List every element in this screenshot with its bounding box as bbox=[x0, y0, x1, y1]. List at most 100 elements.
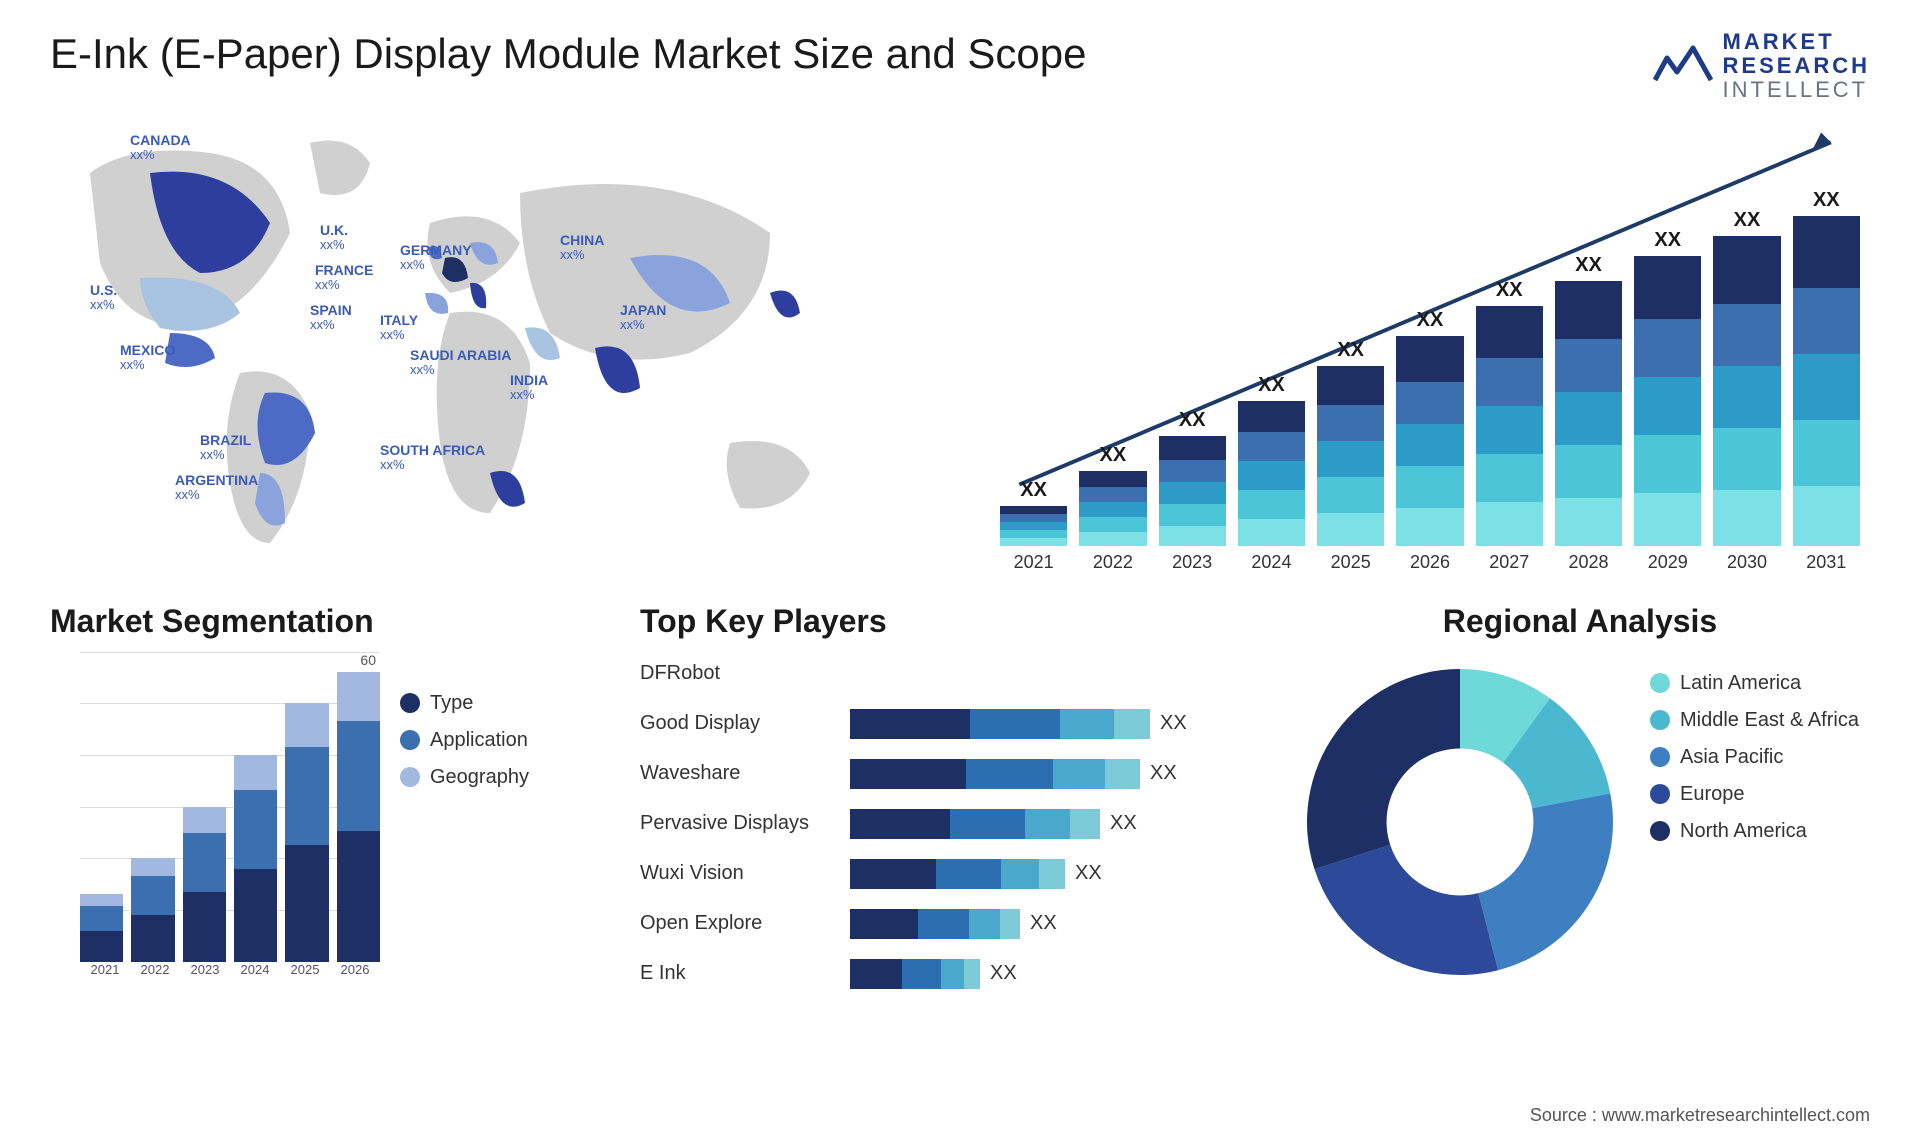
seg-year-label: 2023 bbox=[180, 962, 230, 992]
legend-item-geography: Geography bbox=[400, 766, 610, 789]
map-label-france: FRANCExx% bbox=[315, 263, 373, 293]
players-title: Top Key Players bbox=[640, 603, 1260, 640]
bar-value-label: XX bbox=[1258, 374, 1285, 397]
legend-label: Middle East & Africa bbox=[1680, 709, 1859, 732]
donut-slice-asia-pacific bbox=[1478, 793, 1613, 970]
seg-year-label: 2026 bbox=[330, 962, 380, 992]
legend-label: North America bbox=[1680, 820, 1807, 843]
seg-year-label: 2022 bbox=[130, 962, 180, 992]
bar-year-label: 2026 bbox=[1410, 552, 1450, 573]
player-row-wuxi-vision: Wuxi VisionXX bbox=[640, 852, 1260, 896]
bar-year-label: 2022 bbox=[1093, 552, 1133, 573]
main-bar-2031: XX 2031 bbox=[1793, 189, 1860, 573]
segmentation-panel: Market Segmentation 10203040506020212022… bbox=[50, 603, 610, 1033]
bar-year-label: 2024 bbox=[1251, 552, 1291, 573]
player-bar bbox=[850, 959, 980, 989]
bar-value-label: XX bbox=[1575, 254, 1602, 277]
region-legend-latin-america: Latin America bbox=[1650, 672, 1870, 695]
players-panel: Top Key Players DFRobot Good DisplayXX Wav… bbox=[640, 603, 1260, 1033]
map-label-argentina: ARGENTINAxx% bbox=[175, 473, 258, 503]
map-label-china: CHINAxx% bbox=[560, 233, 604, 263]
bar-value-label: XX bbox=[1417, 309, 1444, 332]
main-bar-2026: XX 2026 bbox=[1396, 309, 1463, 573]
map-label-italy: ITALYxx% bbox=[380, 313, 418, 343]
player-row-waveshare: Waveshare XX bbox=[640, 752, 1260, 796]
map-label-saudi-arabia: SAUDI ARABIAxx% bbox=[410, 348, 511, 378]
legend-dot-icon bbox=[400, 767, 420, 787]
logo-line-2: RESEARCH bbox=[1723, 54, 1870, 78]
player-bar bbox=[850, 909, 1020, 939]
map-label-spain: SPAINxx% bbox=[310, 303, 352, 333]
player-name: DFRobot bbox=[640, 662, 850, 685]
map-label-japan: JAPANxx% bbox=[620, 303, 666, 333]
logo-peaks-icon bbox=[1653, 44, 1713, 89]
legend-dot-icon bbox=[1650, 710, 1670, 730]
legend-label: Application bbox=[430, 729, 528, 752]
seg-bar-2022 bbox=[131, 858, 174, 961]
bar-year-label: 2030 bbox=[1727, 552, 1767, 573]
player-row-good-display: Good DisplayXX bbox=[640, 702, 1260, 746]
logo-line-3: INTELLECT bbox=[1723, 78, 1870, 102]
player-row-dfrobot: DFRobot bbox=[640, 652, 1260, 696]
main-bar-2028: XX 2028 bbox=[1555, 254, 1622, 573]
seg-bar-2023 bbox=[183, 807, 226, 962]
seg-year-label: 2025 bbox=[280, 962, 330, 992]
seg-bar-2026 bbox=[337, 672, 380, 961]
player-name: Open Explore bbox=[640, 912, 850, 935]
seg-bar-2021 bbox=[80, 894, 123, 961]
region-legend-asia-pacific: Asia Pacific bbox=[1650, 746, 1870, 769]
player-value: XX bbox=[1075, 862, 1102, 885]
legend-dot-icon bbox=[1650, 673, 1670, 693]
main-bar-2024: XX 2024 bbox=[1238, 374, 1305, 573]
player-bar bbox=[850, 759, 1140, 789]
region-legend-europe: Europe bbox=[1650, 783, 1870, 806]
legend-label: Geography bbox=[430, 766, 529, 789]
map-label-germany: GERMANYxx% bbox=[400, 243, 472, 273]
logo-line-1: MARKET bbox=[1723, 30, 1870, 54]
legend-label: Asia Pacific bbox=[1680, 746, 1783, 769]
player-bar bbox=[850, 809, 1100, 839]
player-name: Pervasive Displays bbox=[640, 812, 850, 835]
world-map bbox=[50, 113, 950, 573]
player-value: XX bbox=[990, 962, 1017, 985]
regional-panel: Regional Analysis Latin America Middle Ea… bbox=[1290, 603, 1870, 1033]
legend-dot-icon bbox=[1650, 747, 1670, 767]
main-bar-2021: XX2021 bbox=[1000, 479, 1067, 573]
bar-value-label: XX bbox=[1654, 229, 1681, 252]
bar-value-label: XX bbox=[1496, 279, 1523, 302]
donut-slice-europe bbox=[1314, 844, 1498, 974]
legend-dot-icon bbox=[1650, 821, 1670, 841]
player-name: E Ink bbox=[640, 962, 850, 985]
bar-value-label: XX bbox=[1813, 189, 1840, 212]
legend-item-application: Application bbox=[400, 729, 610, 752]
bar-value-label: XX bbox=[1020, 479, 1047, 502]
bar-year-label: 2028 bbox=[1568, 552, 1608, 573]
legend-dot-icon bbox=[400, 730, 420, 750]
main-bar-2027: XX2027 bbox=[1476, 279, 1543, 573]
map-label-canada: CANADAxx% bbox=[130, 133, 191, 163]
regional-title: Regional Analysis bbox=[1290, 603, 1870, 640]
world-map-panel: CANADAxx%U.S.xx%MEXICOxx%BRAZILxx%ARGENT… bbox=[50, 113, 950, 573]
player-value: XX bbox=[1160, 712, 1187, 735]
map-label-brazil: BRAZILxx% bbox=[200, 433, 251, 463]
player-row-e-ink: E Ink XX bbox=[640, 952, 1260, 996]
bar-year-label: 2025 bbox=[1331, 552, 1371, 573]
map-label-u.s.: U.S.xx% bbox=[90, 283, 117, 313]
player-row-open-explore: Open ExploreXX bbox=[640, 902, 1260, 946]
main-bar-2022: XX2022 bbox=[1079, 444, 1146, 573]
main-bar-2029: XX2029 bbox=[1634, 229, 1701, 573]
bar-value-label: XX bbox=[1337, 339, 1364, 362]
bar-year-label: 2023 bbox=[1172, 552, 1212, 573]
legend-item-type: Type bbox=[400, 692, 610, 715]
map-label-u.k.: U.K.xx% bbox=[320, 223, 348, 253]
legend-dot-icon bbox=[1650, 784, 1670, 804]
source-attribution: Source : www.marketresearchintellect.com bbox=[1530, 1105, 1870, 1126]
legend-label: Latin America bbox=[1680, 672, 1801, 695]
player-name: Waveshare bbox=[640, 762, 850, 785]
player-value: XX bbox=[1150, 762, 1177, 785]
main-bar-chart: XX2021XX2022XX2023XX2024XX2025XX2026XX20… bbox=[990, 113, 1870, 573]
region-legend-middle-east-&-africa: Middle East & Africa bbox=[1650, 709, 1870, 732]
regional-legend: Latin America Middle East & Africa Asia Pa… bbox=[1650, 652, 1870, 857]
bar-year-label: 2031 bbox=[1806, 552, 1846, 573]
map-label-south-africa: SOUTH AFRICAxx% bbox=[380, 443, 485, 473]
